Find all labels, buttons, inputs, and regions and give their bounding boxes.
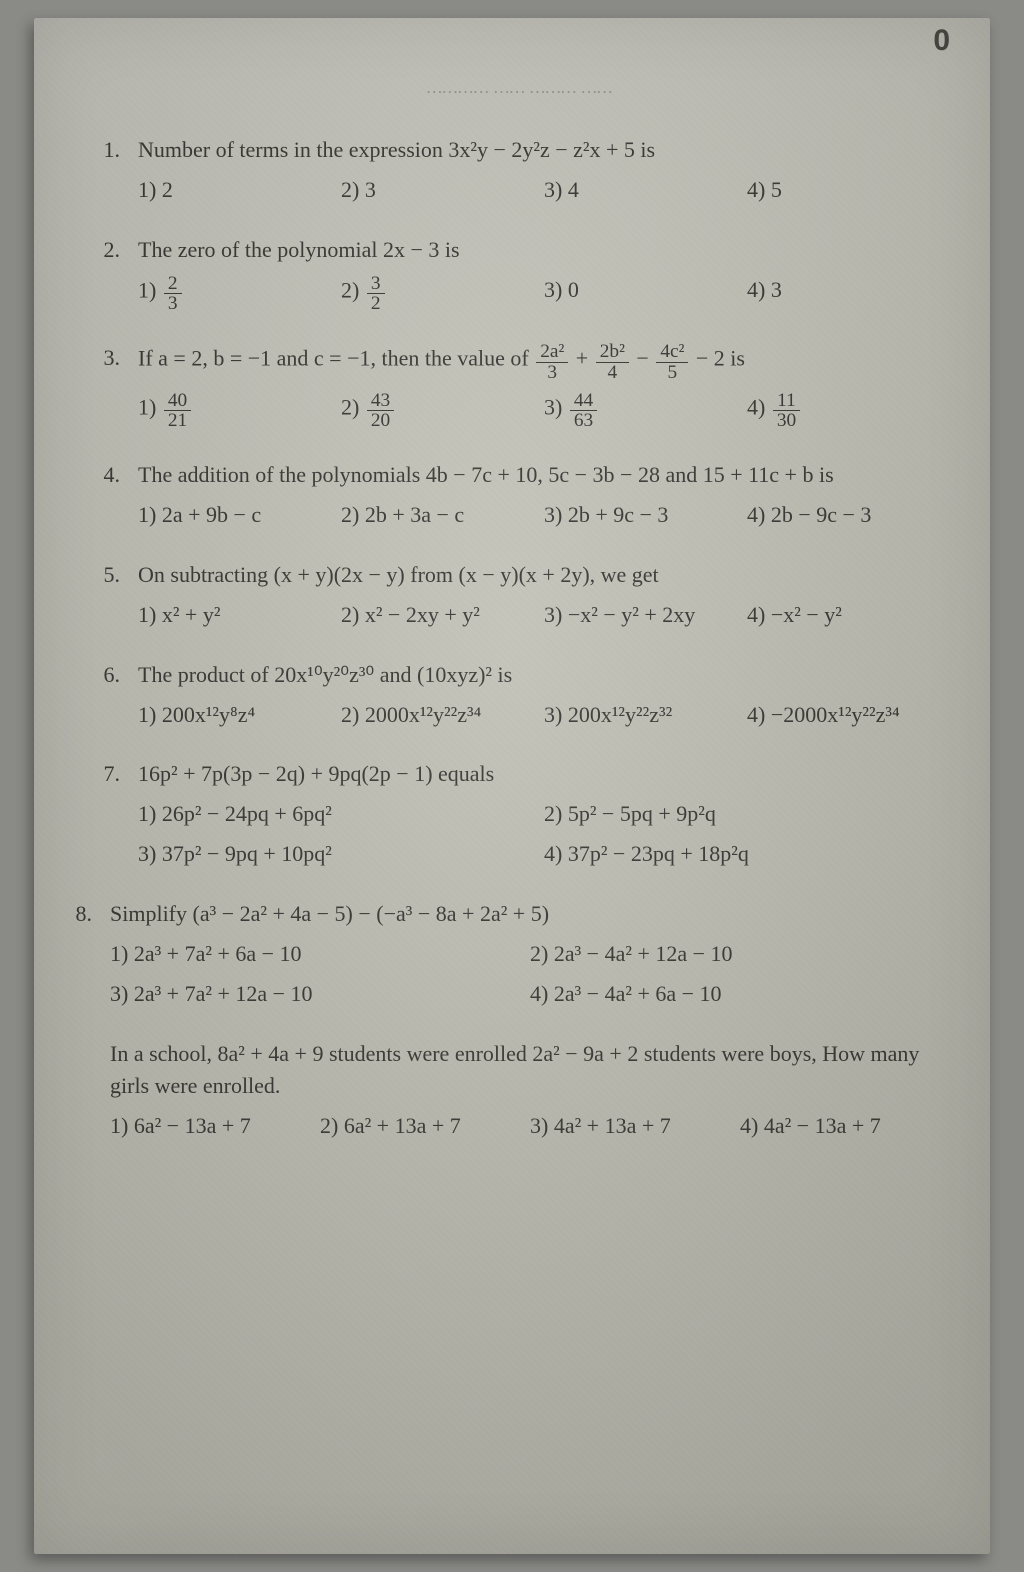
question-number: 1. [90,134,120,224]
question-stem: In a school, 8a² + 4a + 9 students were … [110,1038,950,1102]
question-number: 7. [90,758,120,888]
option-3: 3) 2b + 9c − 3 [544,499,747,531]
punch-mark: 0 [933,24,950,58]
option-1: 1) 4021 [138,391,341,431]
option-3: 3) 200x¹²y²²z³² [544,699,747,731]
options-row: 1) 2a³ + 7a² + 6a − 102) 2a³ − 4a² + 12a… [110,938,950,1010]
question-number [62,1038,92,1160]
option-3: 3) 0 [544,274,747,314]
question-5: 5. On subtracting (x + y)(2x − y) from (x… [90,559,950,649]
options-row: 1) 26p² − 24pq + 6pq²2) 5p² − 5pq + 9p²q… [138,798,950,870]
question-4: 4. The addition of the polynomials 4b − 7… [90,459,950,549]
options-row: 1) 6a² − 13a + 72) 6a² + 13a + 73) 4a² +… [110,1110,950,1142]
option-4: 4) 5 [747,174,950,206]
question-3: 3. If a = 2, b = −1 and c = −1, then the … [90,342,950,449]
question-body: Simplify (a³ − 2a² + 4a − 5) − (−a³ − 8a… [110,898,950,1028]
options-row: 1) x² + y²2) x² − 2xy + y²3) −x² − y² + … [138,599,950,631]
question-stem: The addition of the polynomials 4b − 7c … [138,459,950,491]
questions-container: 1. Number of terms in the expression 3x²y… [90,134,950,1159]
option-3: 3) 4463 [544,391,747,431]
option-1: 1) 2a³ + 7a² + 6a − 10 [110,938,530,970]
question-stem: 16p² + 7p(3p − 2q) + 9pq(2p − 1) equals [138,758,950,790]
option-2: 2) x² − 2xy + y² [341,599,544,631]
option-1: 1) x² + y² [138,599,341,631]
option-3: 3) 4 [544,174,747,206]
worksheet-page: 0 ………… …… ……… …… 1. Number of terms in th… [34,18,990,1554]
option-1: 1) 2 [138,174,341,206]
option-1: 1) 23 [138,274,341,314]
option-2: 2) 5p² − 5pq + 9p²q [544,798,950,830]
question-body: The zero of the polynomial 2x − 3 is 1) 2… [138,234,950,332]
question-body: In a school, 8a² + 4a + 9 students were … [110,1038,950,1160]
question-6: 6. The product of 20x¹⁰y²⁰z³⁰ and (10xyz)… [90,659,950,749]
option-4: 4) 37p² − 23pq + 18p²q [544,838,950,870]
question-9: In a school, 8a² + 4a + 9 students were … [62,1038,950,1160]
question-number: 3. [90,342,120,449]
option-3: 3) 4a² + 13a + 7 [530,1110,740,1142]
question-number: 6. [90,659,120,749]
question-body: 16p² + 7p(3p − 2q) + 9pq(2p − 1) equals 1… [138,758,950,888]
option-4: 4) 4a² − 13a + 7 [740,1110,950,1142]
option-3: 3) 37p² − 9pq + 10pq² [138,838,544,870]
question-stem: The product of 20x¹⁰y²⁰z³⁰ and (10xyz)² … [138,659,950,691]
question-stem: Simplify (a³ − 2a² + 4a − 5) − (−a³ − 8a… [110,898,950,930]
option-2: 2) 2000x¹²y²²z³⁴ [341,699,544,731]
option-1: 1) 2a + 9b − c [138,499,341,531]
question-7: 7.16p² + 7p(3p − 2q) + 9pq(2p − 1) equal… [90,758,950,888]
option-2: 2) 4320 [341,391,544,431]
question-body: On subtracting (x + y)(2x − y) from (x −… [138,559,950,649]
option-2: 2) 32 [341,274,544,314]
question-stem: Number of terms in the expression 3x²y −… [138,134,950,166]
option-2: 2) 3 [341,174,544,206]
question-number: 5. [90,559,120,649]
question-body: Number of terms in the expression 3x²y −… [138,134,950,224]
option-1: 1) 26p² − 24pq + 6pq² [138,798,544,830]
option-1: 1) 200x¹²y⁸z⁴ [138,699,341,731]
question-body: If a = 2, b = −1 and c = −1, then the va… [138,342,950,449]
options-row: 1) 22) 33) 44) 5 [138,174,950,206]
option-3: 3) 2a³ + 7a² + 12a − 10 [110,978,530,1010]
option-4: 4) 1130 [747,391,950,431]
question-number: 2. [90,234,120,332]
options-row: 1) 2a + 9b − c2) 2b + 3a − c3) 2b + 9c −… [138,499,950,531]
option-1: 1) 6a² − 13a + 7 [110,1110,320,1142]
option-4: 4) 3 [747,274,950,314]
question-stem: The zero of the polynomial 2x − 3 is [138,234,950,266]
question-number: 8. [62,898,92,1028]
option-4: 4) 2a³ − 4a² + 6a − 10 [530,978,950,1010]
question-number: 4. [90,459,120,549]
question-2: 2. The zero of the polynomial 2x − 3 is 1)… [90,234,950,332]
option-2: 2) 6a² + 13a + 7 [320,1110,530,1142]
options-row: 1) 200x¹²y⁸z⁴2) 2000x¹²y²²z³⁴3) 200x¹²y²… [138,699,950,731]
question-1: 1. Number of terms in the expression 3x²y… [90,134,950,224]
option-4: 4) −2000x¹²y²²z³⁴ [747,699,950,731]
question-stem: If a = 2, b = −1 and c = −1, then the va… [138,342,950,382]
option-4: 4) −x² − y² [747,599,950,631]
option-2: 2) 2b + 3a − c [341,499,544,531]
faint-header-text: ………… …… ……… …… [90,78,950,98]
option-3: 3) −x² − y² + 2xy [544,599,747,631]
option-2: 2) 2a³ − 4a² + 12a − 10 [530,938,950,970]
question-stem: On subtracting (x + y)(2x − y) from (x −… [138,559,950,591]
option-4: 4) 2b − 9c − 3 [747,499,950,531]
question-body: The product of 20x¹⁰y²⁰z³⁰ and (10xyz)² … [138,659,950,749]
question-8: 8. Simplify (a³ − 2a² + 4a − 5) − (−a³ − … [62,898,950,1028]
question-body: The addition of the polynomials 4b − 7c … [138,459,950,549]
options-row: 1) 232) 323) 04) 3 [138,274,950,314]
options-row: 1) 40212) 43203) 44634) 1130 [138,391,950,431]
